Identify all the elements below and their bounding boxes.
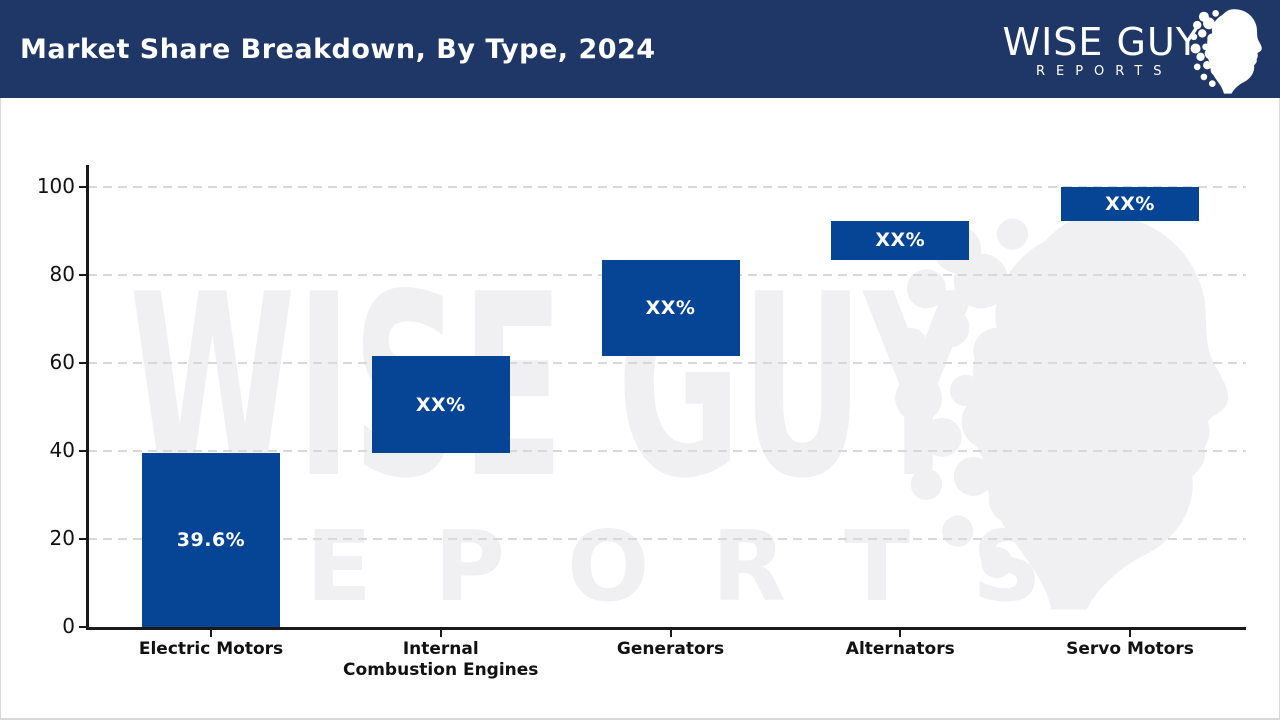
wiseguy-logo: WISE GUY REPORTS — [1003, 8, 1272, 94]
wiseguy-logo-text: WISE GUY REPORTS — [1002, 19, 1200, 80]
chart-region: WISE GUY REPORTS — [0, 98, 1280, 720]
header-bar: Market Share Breakdown, By Type, 2024 WI… — [0, 0, 1280, 98]
watermark-wordmark: WISE GUY — [129, 241, 974, 534]
logo-subtext: REPORTS — [1035, 64, 1173, 80]
chart-title: Market Share Breakdown, By Type, 2024 — [20, 33, 656, 65]
logo-wordmark: WISE GUY — [1002, 19, 1200, 64]
watermark-subtext: REPORTS — [169, 510, 1104, 623]
wiseguy-head-icon — [1190, 9, 1262, 94]
watermark-head-icon — [895, 214, 1229, 610]
